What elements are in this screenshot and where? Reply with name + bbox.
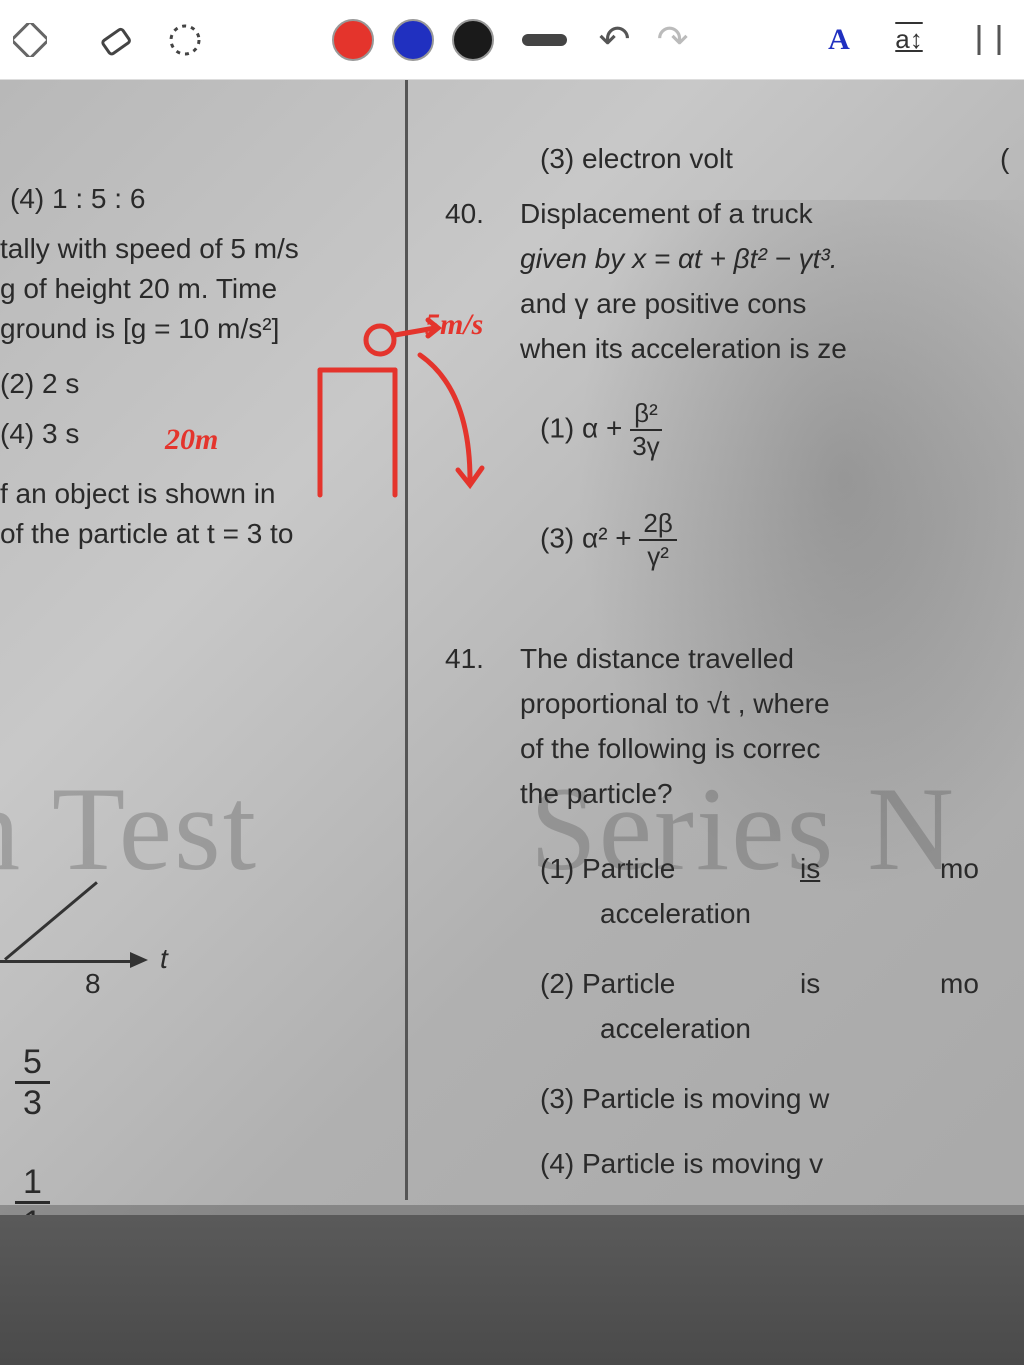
page-content: h Test Series N (4) 1 : 5 : 6 tally with… xyxy=(0,80,1024,1365)
axis-tick-8: 8 xyxy=(85,965,101,1003)
toolbar-left-group xyxy=(25,20,205,60)
column-divider xyxy=(405,80,408,1200)
q40-l2: given by x = αt + βt² − γt³. xyxy=(520,240,838,278)
text-style-icon[interactable]: A xyxy=(819,20,859,60)
watermark-left: h Test xyxy=(0,760,258,898)
q41-opt1-l2: acceleration xyxy=(600,895,751,933)
q41-opt2-l2: acceleration xyxy=(600,1010,751,1048)
q41-number: 41. xyxy=(445,640,484,678)
frac-5-3: 53 xyxy=(15,1045,50,1120)
left-para2-l1: f an object is shown in xyxy=(0,475,276,513)
stroke-width-icon[interactable] xyxy=(522,34,567,46)
q40-number: 40. xyxy=(445,195,484,233)
color-red[interactable] xyxy=(332,19,374,61)
q41-opt1-a: (1) Particle xyxy=(540,850,675,888)
q41-opt2-a: (2) Particle xyxy=(540,965,675,1003)
left-para-l1: tally with speed of 5 m/s xyxy=(0,230,299,268)
annotation-height-label: 20m xyxy=(165,420,218,461)
q41-opt3: (3) Particle is moving w xyxy=(540,1080,829,1118)
q41-opt4: (4) Particle is moving v xyxy=(540,1145,823,1183)
q40-l1: Displacement of a truck xyxy=(520,195,813,233)
lasso-icon[interactable] xyxy=(165,20,205,60)
q40-l4: when its acceleration is ze xyxy=(520,330,847,368)
q40-opt3: (3) α² + 2βγ² xyxy=(540,510,677,571)
q39-paren: ( xyxy=(1000,140,1009,178)
redo-icon[interactable]: ↷ xyxy=(653,20,693,60)
left-para-l3: ground is [g = 10 m/s²] xyxy=(0,310,279,348)
q41-opt2-b: is xyxy=(800,965,820,1003)
toolbar-right-group: A a↕ xyxy=(819,20,999,60)
q40-opt1: (1) α + β²3γ xyxy=(540,400,662,461)
color-blue[interactable] xyxy=(392,19,434,61)
axis-x-label: t xyxy=(160,940,168,978)
q41-opt2-c: mo xyxy=(940,965,979,1003)
shape-tool-icon[interactable] xyxy=(10,20,50,60)
q41-l3: of the following is correc xyxy=(520,730,820,768)
q41-opt1-b: is xyxy=(800,850,820,888)
left-para-l2: g of height 20 m. Time xyxy=(0,270,277,308)
eraser-icon[interactable] xyxy=(95,20,135,60)
color-black[interactable] xyxy=(452,19,494,61)
q-opt-4: (4) 1 : 5 : 6 xyxy=(10,180,145,218)
left-para2-l2: of the particle at t = 3 to xyxy=(0,515,293,553)
line-height-icon[interactable]: a↕ xyxy=(889,20,929,60)
q41-l2: proportional to √t , where xyxy=(520,685,830,723)
undo-icon[interactable]: ↶ xyxy=(595,20,635,60)
q41-l1: The distance travelled xyxy=(520,640,794,678)
q39-opt3: (3) electron volt xyxy=(540,140,733,178)
crop-icon[interactable] xyxy=(969,20,1009,60)
q40-l3: and γ are positive cons xyxy=(520,285,806,323)
toolbar-center-group: ↶ ↷ xyxy=(332,19,693,61)
q41-opt1-c: mo xyxy=(940,850,979,888)
drawing-toolbar: ↶ ↷ A a↕ xyxy=(0,0,1024,80)
annotation-speed-label: 5m/s xyxy=(425,305,483,346)
left-opt2: (2) 2 s xyxy=(0,365,79,403)
q41-l4: the particle? xyxy=(520,775,673,813)
left-opt4: (4) 3 s xyxy=(0,415,79,453)
